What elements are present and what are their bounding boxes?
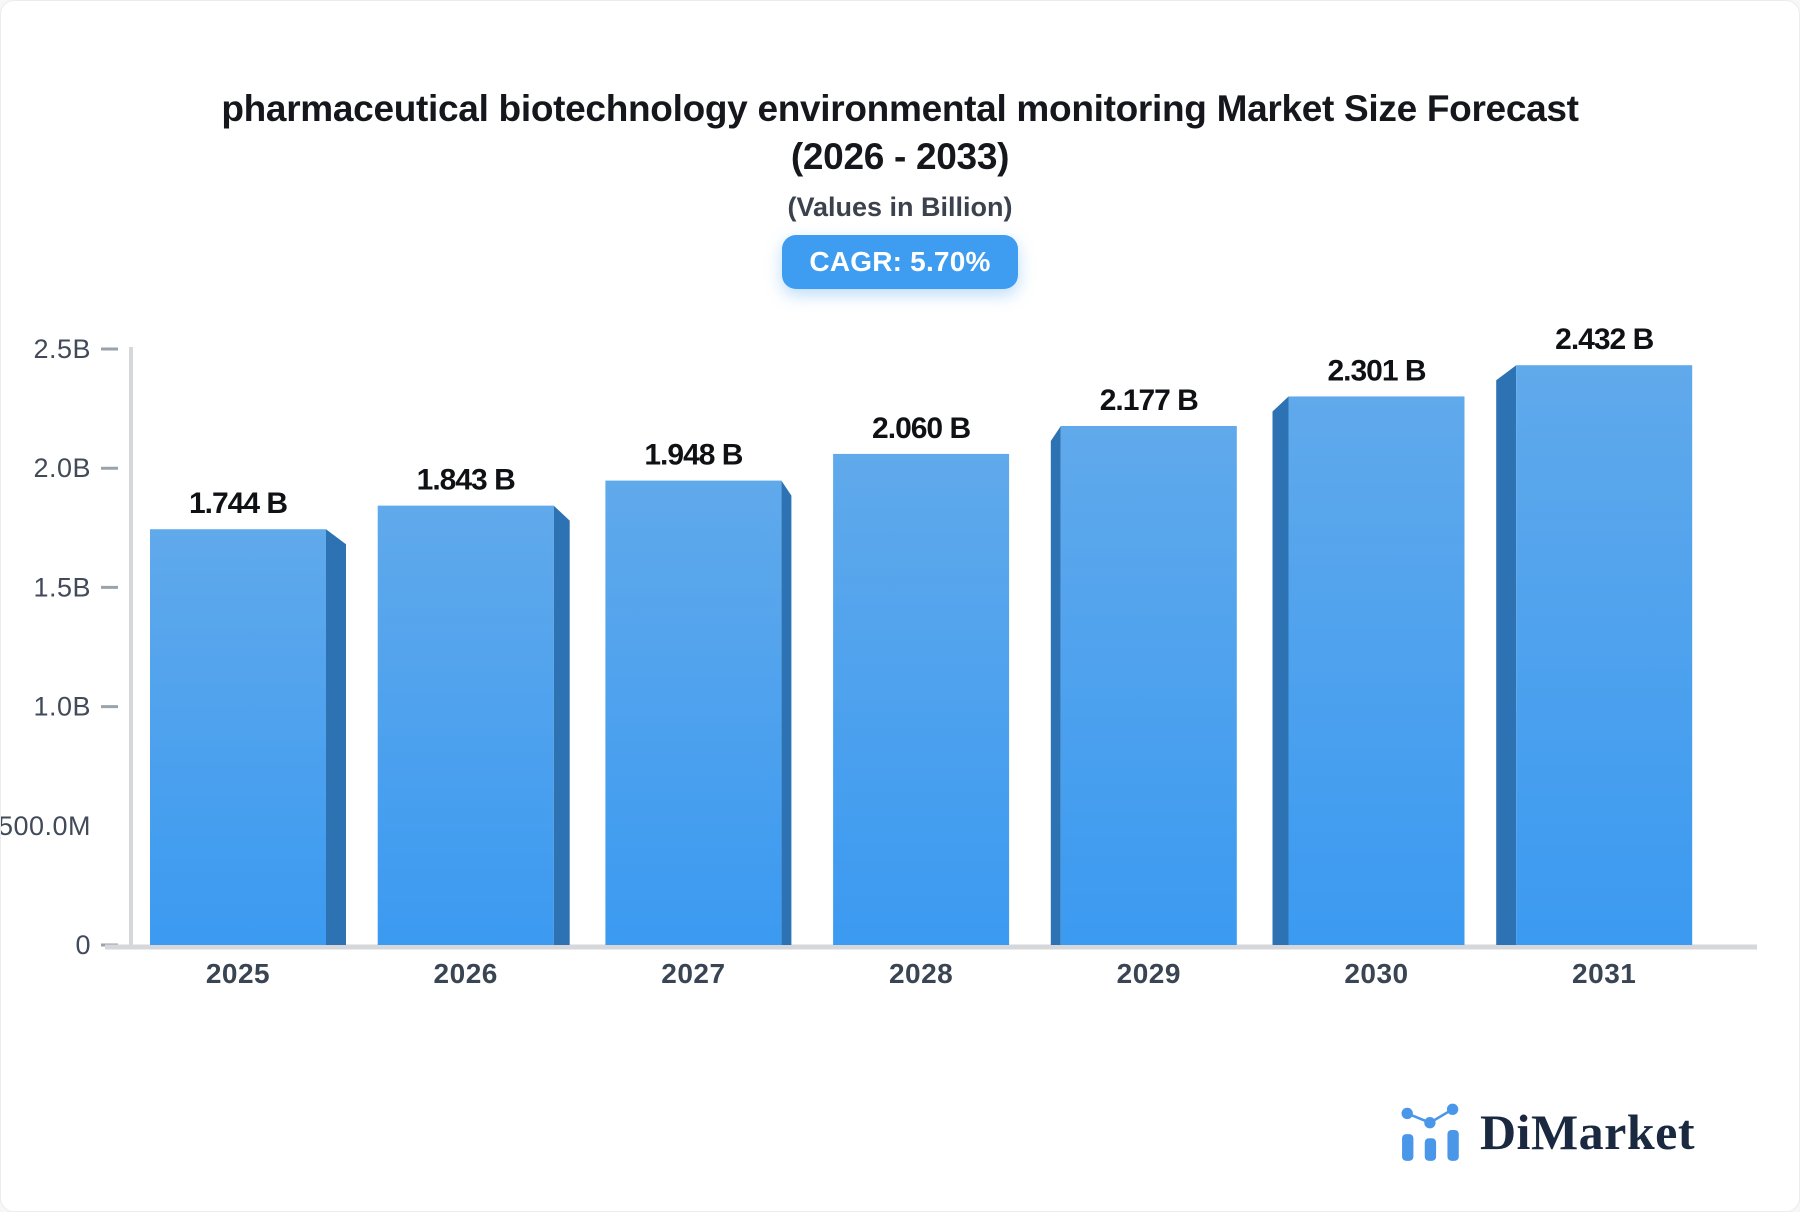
chart-subtitle: (Values in Billion) — [787, 192, 1013, 223]
x-tick-label: 2028 — [889, 958, 953, 989]
logo-icon-shape — [1424, 1138, 1437, 1161]
x-tick-label: 2025 — [206, 958, 270, 989]
x-tick-label: 2026 — [434, 958, 498, 989]
dimarket-logo[interactable]: DiMarket — [1400, 1103, 1695, 1161]
logo-icon-shape — [1401, 1107, 1413, 1120]
bar-value-label: 1.843 B — [417, 464, 515, 497]
y-tick-label: 0 — [75, 930, 91, 960]
bar-2028[interactable] — [833, 453, 1010, 945]
chart-title: pharmaceutical biotechnology environment… — [221, 88, 1579, 129]
y-tick-label: 1.5B — [33, 572, 91, 602]
chart-header: pharmaceutical biotechnology environment… — [1, 85, 1799, 290]
bar-value-label: 2.301 B — [1327, 354, 1425, 387]
bar-value-label: 2.177 B — [1100, 384, 1198, 417]
chart-title-range: (2026 - 2033) — [790, 136, 1010, 178]
x-tick-label: 2031 — [1572, 958, 1636, 989]
bar-3d-side — [781, 480, 792, 945]
logo-icon-shape — [1446, 1103, 1459, 1115]
bar-3d-side — [1050, 426, 1061, 946]
bar-3d-side — [1272, 396, 1289, 945]
y-tick-label: 2.5B — [33, 334, 91, 364]
bar-2027[interactable] — [605, 480, 782, 945]
y-tick-label: 500.0M — [1, 811, 91, 841]
cagr-badge: CAGR: 5.70% — [782, 235, 1018, 290]
logo-icon-shape — [1402, 1134, 1414, 1161]
mini-bar-chart-with-dots-icon — [1401, 1103, 1459, 1161]
x-tick-label: 2029 — [1117, 958, 1181, 989]
bar-3d-side — [326, 529, 346, 945]
x-tick-label: 2027 — [661, 958, 725, 989]
bar-value-label: 2.432 B — [1555, 323, 1653, 356]
bar-2026[interactable] — [377, 505, 554, 945]
x-tick-label: 2030 — [1344, 958, 1408, 989]
bar-2025[interactable] — [150, 529, 326, 945]
y-tick-label: 1.0B — [33, 692, 91, 722]
bar-value-label: 2.060 B — [872, 412, 970, 445]
bar-value-label: 1.744 B — [189, 487, 287, 520]
dimarket-logo-text: DiMarket — [1479, 1104, 1695, 1160]
bar-3d-side — [553, 505, 570, 945]
logo-icon-shape — [1447, 1129, 1459, 1161]
bar-2029[interactable] — [1060, 426, 1237, 946]
logo-icon-shape — [1424, 1117, 1436, 1129]
bar-value-label: 1.948 B — [644, 439, 742, 472]
bar-3d-side — [1496, 365, 1517, 946]
y-tick-label: 2.0B — [33, 453, 91, 483]
bar-2031[interactable] — [1516, 365, 1693, 946]
bar-2030[interactable] — [1288, 396, 1465, 945]
